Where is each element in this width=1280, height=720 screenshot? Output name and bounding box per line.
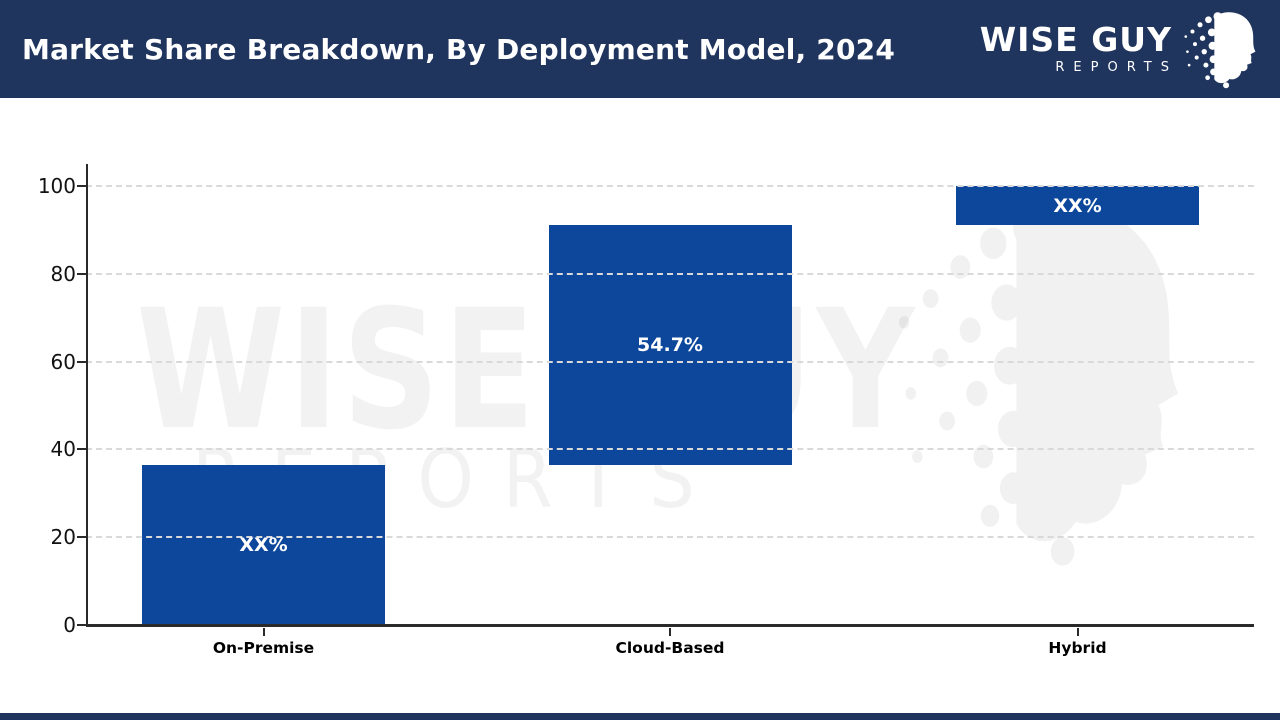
y-tick-label: 100 xyxy=(37,174,76,198)
bar-cloud-based xyxy=(548,225,792,466)
gridline xyxy=(86,448,1254,451)
bar-value-label: XX% xyxy=(1053,194,1102,217)
y-tick-mark xyxy=(77,272,86,275)
x-category-label: Hybrid xyxy=(1048,639,1107,657)
waterfall-chart: 0 20 40 60 80 100 XX% On-Premise 54.7% Cloud-Base… xyxy=(0,98,1280,713)
logo-text: WISE GUY REPORTS xyxy=(980,23,1172,75)
y-tick-mark xyxy=(77,360,86,363)
gridline xyxy=(86,360,1254,363)
x-tick-mark xyxy=(262,628,265,636)
gridline xyxy=(86,536,1254,539)
y-tick-label: 0 xyxy=(63,613,76,637)
y-tick-mark xyxy=(77,624,86,626)
y-tick-label: 40 xyxy=(50,437,76,462)
logo-head-icon xyxy=(1184,12,1256,89)
y-tick-label: 20 xyxy=(50,525,76,550)
y-tick-mark xyxy=(77,536,86,539)
y-tick-label: 80 xyxy=(50,261,76,286)
page-title: Market Share Breakdown, By Deployment Mo… xyxy=(22,32,896,66)
y-axis-line xyxy=(86,164,88,626)
logo-wordmark: WISE GUY xyxy=(979,20,1172,60)
x-tick-mark xyxy=(669,628,671,636)
bar-value-label: 54.7% xyxy=(637,334,703,357)
y-tick-label: 60 xyxy=(50,349,76,374)
logo-subtext: REPORTS xyxy=(1055,59,1178,75)
footer-bar xyxy=(0,713,1280,720)
y-tick-mark xyxy=(77,185,86,187)
x-axis-line xyxy=(86,624,1254,627)
bar-value-label: XX% xyxy=(239,534,288,557)
x-category-label: Cloud-Based xyxy=(615,639,725,657)
bar-on-premise xyxy=(142,465,385,625)
x-tick-mark xyxy=(1076,628,1079,636)
gridline xyxy=(86,272,1254,275)
x-category-label: On-Premise xyxy=(212,639,315,657)
header: Market Share Breakdown, By Deployment Mo… xyxy=(0,0,1280,98)
gridline xyxy=(86,185,1254,187)
y-tick-mark xyxy=(77,448,86,451)
logo: WISE GUY REPORTS xyxy=(980,6,1258,92)
